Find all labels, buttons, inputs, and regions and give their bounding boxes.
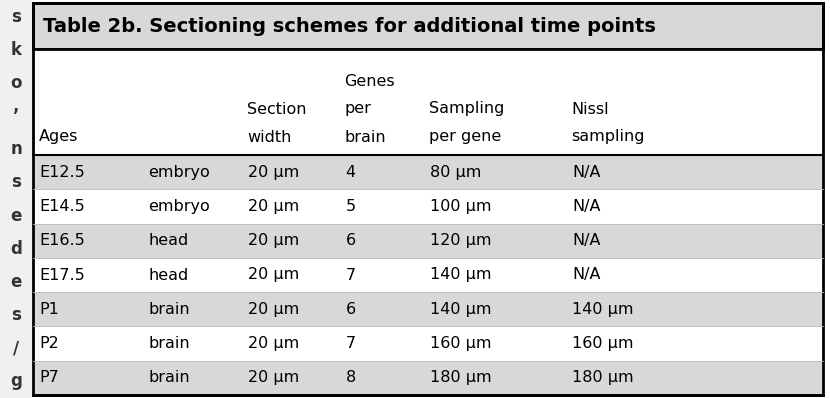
Text: N/A: N/A (572, 165, 601, 179)
Text: P7: P7 (39, 371, 59, 385)
Text: Ages: Ages (39, 129, 78, 144)
Text: 20 μm: 20 μm (248, 302, 300, 317)
Text: brain: brain (344, 129, 386, 144)
Text: P1: P1 (39, 302, 59, 317)
Bar (0, 0, 32, 398)
Text: 20 μm: 20 μm (248, 233, 300, 248)
Text: s: s (11, 306, 21, 324)
Text: s: s (11, 174, 21, 191)
Text: sampling: sampling (571, 129, 645, 144)
Text: per gene: per gene (429, 129, 501, 144)
Text: 20 μm: 20 μm (248, 267, 300, 283)
Text: 20 μm: 20 μm (248, 165, 300, 179)
Bar (33, 292, 823, 326)
Text: embryo: embryo (148, 165, 210, 179)
Text: 180 μm: 180 μm (430, 371, 491, 385)
Text: 140 μm: 140 μm (572, 302, 634, 317)
Text: N/A: N/A (572, 199, 601, 214)
Bar (33, 326, 823, 361)
Text: 140 μm: 140 μm (430, 302, 491, 317)
Text: e: e (10, 207, 22, 224)
Text: N/A: N/A (572, 267, 601, 283)
Text: k: k (11, 41, 22, 59)
Bar (33, 3, 823, 49)
Text: width: width (247, 129, 291, 144)
Text: E14.5: E14.5 (39, 199, 85, 214)
Text: 160 μm: 160 μm (572, 336, 634, 351)
Text: head: head (148, 267, 188, 283)
Text: 80 μm: 80 μm (430, 165, 481, 179)
Text: 5: 5 (345, 199, 355, 214)
Text: o: o (10, 74, 22, 92)
Text: 120 μm: 120 μm (430, 233, 491, 248)
Text: ’: ’ (12, 107, 19, 125)
Text: s: s (11, 8, 21, 25)
Text: 140 μm: 140 μm (430, 267, 491, 283)
Text: head: head (148, 233, 188, 248)
Bar (33, 224, 823, 258)
Bar (33, 155, 823, 189)
Text: brain: brain (148, 302, 189, 317)
Text: 20 μm: 20 μm (248, 199, 300, 214)
Text: 100 μm: 100 μm (430, 199, 491, 214)
Text: n: n (10, 140, 22, 158)
Text: Genes: Genes (344, 74, 395, 88)
Text: g: g (10, 373, 22, 390)
Bar (33, 361, 823, 395)
Text: 7: 7 (345, 336, 355, 351)
Text: Table 2b. Sectioning schemes for additional time points: Table 2b. Sectioning schemes for additio… (43, 16, 656, 35)
Text: e: e (10, 273, 22, 291)
Text: 6: 6 (345, 302, 355, 317)
Text: 20 μm: 20 μm (248, 371, 300, 385)
Text: E12.5: E12.5 (39, 165, 85, 179)
Text: 8: 8 (345, 371, 356, 385)
Text: brain: brain (148, 371, 189, 385)
Text: Nissl: Nissl (571, 101, 609, 117)
Text: E16.5: E16.5 (39, 233, 85, 248)
Bar (33, 189, 823, 224)
Text: d: d (10, 240, 22, 258)
Text: brain: brain (148, 336, 189, 351)
Text: Section: Section (247, 101, 307, 117)
Bar (33, 258, 823, 292)
Text: Sampling: Sampling (429, 101, 505, 117)
Text: 20 μm: 20 μm (248, 336, 300, 351)
Text: 6: 6 (345, 233, 355, 248)
Text: 160 μm: 160 μm (430, 336, 491, 351)
Text: 4: 4 (345, 165, 355, 179)
Bar (33, 49, 823, 155)
Text: N/A: N/A (572, 233, 601, 248)
Text: E17.5: E17.5 (39, 267, 85, 283)
Text: 180 μm: 180 μm (572, 371, 634, 385)
Text: per: per (344, 101, 371, 117)
Text: embryo: embryo (148, 199, 210, 214)
Text: P2: P2 (39, 336, 59, 351)
Text: /: / (13, 339, 19, 357)
Text: 7: 7 (345, 267, 355, 283)
